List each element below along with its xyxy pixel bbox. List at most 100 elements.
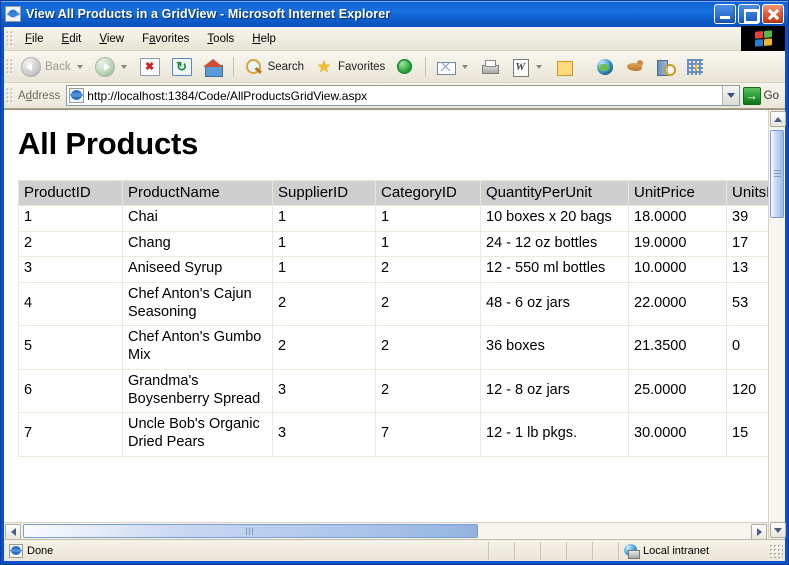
menu-bar: File Edit View Favorites Tools Help — [4, 26, 785, 51]
back-dropdown-caret-icon[interactable] — [76, 64, 83, 69]
history-button[interactable] — [390, 54, 420, 80]
window-resize-grip[interactable] — [769, 543, 783, 558]
cell-supplierid: 3 — [272, 412, 376, 457]
scroll-down-arrow-icon[interactable] — [770, 522, 786, 538]
table-row: 6 Grandma's Boysenberry Spread 3 2 12 - … — [18, 368, 768, 414]
toolbar-separator-2 — [425, 56, 427, 77]
cell-productname: Grandma's Boysenberry Spread — [122, 368, 273, 414]
menu-item-help[interactable]: Help — [252, 32, 276, 45]
home-button[interactable] — [198, 54, 228, 80]
cell-unitprice: 19.0000 — [628, 230, 727, 258]
cell-unitprice: 18.0000 — [628, 205, 727, 232]
menu-gripper[interactable] — [6, 30, 13, 47]
cell-productname: Chai — [122, 205, 273, 232]
back-button-label: Back — [45, 60, 71, 73]
cell-productname: Uncle Bob's Organic Dried Pears — [122, 412, 273, 457]
note-icon — [554, 57, 574, 77]
address-label: Address — [18, 89, 61, 102]
minimize-button[interactable] — [714, 4, 736, 24]
status-bar: Done Local intranet — [4, 539, 785, 561]
title-bar: View All Products in a GridView - Micros… — [1, 1, 788, 27]
print-button[interactable] — [475, 54, 505, 80]
research-button[interactable] — [650, 54, 680, 80]
globe-icon — [595, 57, 615, 77]
column-header-unitprice: UnitPrice — [628, 180, 727, 206]
cell-quantityperunit: 48 - 6 oz jars — [480, 282, 629, 327]
horizontal-scroll-thumb[interactable] — [23, 524, 478, 538]
back-arrow-icon — [21, 56, 41, 77]
mail-icon — [436, 57, 457, 77]
table-row: 1 Chai 1 1 10 boxes x 20 bags 18.0000 39 — [18, 205, 768, 232]
page-scroll-area: All Products ProductID ProductName Suppl… — [4, 110, 768, 540]
status-pane-3 — [541, 541, 567, 560]
forward-button[interactable] — [90, 54, 134, 80]
maximize-button[interactable] — [738, 4, 760, 24]
mail-dropdown-caret-icon[interactable] — [462, 64, 469, 69]
vertical-scroll-track[interactable] — [769, 128, 785, 521]
toolbar-gripper[interactable] — [6, 58, 13, 75]
search-button[interactable]: Search — [239, 54, 309, 80]
horizontal-scrollbar[interactable] — [4, 522, 768, 540]
local-intranet-icon — [624, 543, 640, 559]
cell-productname: Chef Anton's Gumbo Mix — [122, 325, 273, 370]
column-header-supplierid: SupplierID — [272, 180, 376, 206]
cell-unitprice: 30.0000 — [628, 412, 727, 457]
cell-supplierid: 2 — [272, 325, 376, 370]
products-gridview: ProductID ProductName SupplierID Categor… — [18, 180, 768, 457]
scroll-left-arrow-icon[interactable] — [5, 524, 21, 540]
cell-quantityperunit: 36 boxes — [480, 325, 629, 370]
favorites-button[interactable]: Favorites — [309, 54, 390, 80]
menu-item-file[interactable]: File — [25, 32, 44, 45]
mail-button[interactable] — [431, 54, 475, 80]
dog-icon — [625, 57, 645, 77]
stop-icon — [139, 57, 160, 76]
cell-unitprice: 21.3500 — [628, 325, 727, 370]
menu-item-tools[interactable]: Tools — [207, 32, 235, 45]
address-input[interactable]: http://localhost:1384/Code/AllProductsGr… — [66, 85, 740, 106]
dog-search-button[interactable] — [620, 54, 650, 80]
cell-productid: 4 — [18, 282, 123, 327]
status-pane-4 — [567, 541, 593, 560]
cell-categoryid: 2 — [375, 282, 481, 327]
address-dropdown-button[interactable] — [721, 86, 739, 105]
table-row: 4 Chef Anton's Cajun Seasoning 2 2 48 - … — [18, 282, 768, 327]
back-button[interactable]: Back — [16, 54, 90, 80]
cell-categoryid: 2 — [375, 325, 481, 370]
cell-categoryid: 7 — [375, 412, 481, 457]
address-gripper[interactable] — [6, 87, 13, 104]
vertical-scrollbar[interactable] — [768, 110, 786, 539]
horizontal-scroll-track[interactable] — [22, 523, 750, 539]
column-header-categoryid: CategoryID — [375, 180, 481, 206]
grid-body: 1 Chai 1 1 10 boxes x 20 bags 18.0000 39… — [18, 205, 768, 457]
page-done-icon — [9, 543, 23, 558]
stop-button[interactable] — [134, 54, 166, 80]
menu-item-favorites[interactable]: Favorites — [142, 32, 190, 45]
cell-unitsinstock: 15 — [726, 412, 768, 457]
go-button[interactable]: Go — [740, 86, 783, 105]
scroll-up-arrow-icon[interactable] — [770, 111, 786, 127]
forward-dropdown-caret-icon[interactable] — [120, 64, 127, 69]
toolbar-separator — [232, 56, 234, 77]
cell-productid: 6 — [18, 368, 123, 414]
cell-unitprice: 22.0000 — [628, 282, 727, 327]
status-pane-2 — [515, 541, 541, 560]
refresh-button[interactable] — [166, 54, 198, 80]
scroll-thumb-grip-icon — [246, 527, 255, 535]
menu-item-view[interactable]: View — [99, 32, 125, 45]
security-zone-label: Local intranet — [643, 544, 710, 557]
menu-item-edit[interactable]: Edit — [61, 32, 82, 45]
edit-dropdown-caret-icon[interactable] — [536, 64, 543, 69]
notes-button[interactable] — [549, 54, 579, 80]
scroll-right-arrow-icon[interactable] — [751, 524, 767, 540]
column-header-unitsinstock: UnitsI — [726, 180, 768, 206]
messenger-button[interactable] — [590, 54, 620, 80]
column-header-quantityperunit: QuantityPerUnit — [480, 180, 629, 206]
favorites-button-label: Favorites — [338, 60, 386, 73]
vertical-scroll-thumb[interactable] — [770, 130, 784, 218]
cell-quantityperunit: 12 - 550 ml bottles — [480, 256, 629, 284]
edit-word-button[interactable] — [505, 54, 549, 80]
close-button[interactable] — [762, 4, 784, 24]
security-zone-pane[interactable]: Local intranet — [619, 542, 769, 560]
encarta-button[interactable] — [680, 54, 710, 80]
